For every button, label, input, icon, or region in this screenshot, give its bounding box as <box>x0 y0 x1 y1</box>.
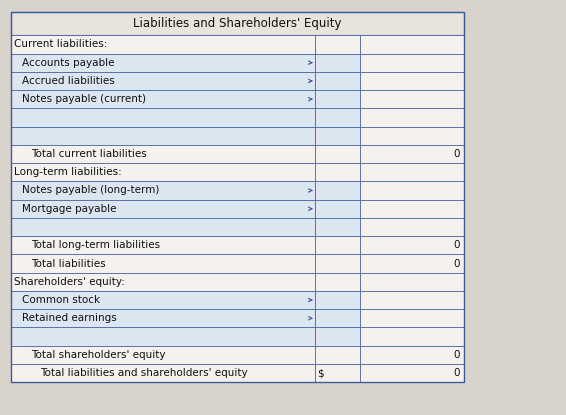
Text: Notes payable (long-term): Notes payable (long-term) <box>22 186 159 195</box>
Bar <box>315 35 360 54</box>
Bar <box>11 12 464 382</box>
Bar <box>11 236 315 254</box>
Bar <box>315 236 360 254</box>
Bar <box>11 200 315 218</box>
Bar <box>11 346 315 364</box>
Text: Total shareholders' equity: Total shareholders' equity <box>31 350 166 360</box>
Text: 0: 0 <box>453 149 460 159</box>
Bar <box>315 90 360 108</box>
Bar <box>315 273 360 291</box>
Bar <box>11 218 315 236</box>
Text: Retained earnings: Retained earnings <box>22 313 116 323</box>
Bar <box>360 181 464 200</box>
Bar <box>360 127 464 145</box>
Text: Notes payable (current): Notes payable (current) <box>22 94 145 104</box>
Bar <box>315 200 360 218</box>
Bar <box>315 127 360 145</box>
Bar <box>360 254 464 273</box>
Bar <box>315 364 360 382</box>
Bar <box>11 35 315 54</box>
Bar <box>360 309 464 327</box>
Bar <box>360 90 464 108</box>
Bar <box>360 346 464 364</box>
Bar <box>360 273 464 291</box>
Bar <box>360 145 464 163</box>
Bar <box>11 163 315 181</box>
Bar <box>360 35 464 54</box>
Bar <box>360 72 464 90</box>
Bar <box>11 273 315 291</box>
Bar <box>315 218 360 236</box>
Bar <box>315 291 360 309</box>
Bar <box>315 327 360 346</box>
Text: Liabilities and Shareholders' Equity: Liabilities and Shareholders' Equity <box>134 17 342 30</box>
Bar <box>11 291 315 309</box>
Bar <box>11 127 315 145</box>
Text: Common stock: Common stock <box>22 295 100 305</box>
Bar <box>11 327 315 346</box>
Bar <box>360 236 464 254</box>
Text: Total long-term liabilities: Total long-term liabilities <box>31 240 160 250</box>
Text: $: $ <box>318 368 324 378</box>
Bar <box>315 72 360 90</box>
Bar <box>315 254 360 273</box>
Bar <box>11 54 315 72</box>
Bar <box>360 163 464 181</box>
Bar <box>11 108 315 127</box>
Bar <box>11 145 315 163</box>
Bar <box>11 181 315 200</box>
Bar <box>315 309 360 327</box>
Bar <box>315 54 360 72</box>
Bar <box>360 291 464 309</box>
Bar <box>11 12 464 35</box>
Bar <box>360 218 464 236</box>
Text: 0: 0 <box>453 368 460 378</box>
Text: 0: 0 <box>453 240 460 250</box>
Text: Total current liabilities: Total current liabilities <box>31 149 147 159</box>
Text: Total liabilities: Total liabilities <box>31 259 106 269</box>
Bar <box>315 163 360 181</box>
Bar <box>360 364 464 382</box>
Bar <box>360 200 464 218</box>
Bar <box>360 54 464 72</box>
Text: Total liabilities and shareholders' equity: Total liabilities and shareholders' equi… <box>40 368 247 378</box>
Text: Mortgage payable: Mortgage payable <box>22 204 116 214</box>
Bar <box>315 145 360 163</box>
Bar <box>11 364 315 382</box>
Text: Long-term liabilities:: Long-term liabilities: <box>14 167 122 177</box>
Text: 0: 0 <box>453 259 460 269</box>
Text: Accrued liabilities: Accrued liabilities <box>22 76 114 86</box>
Bar <box>11 72 315 90</box>
Bar <box>360 327 464 346</box>
Bar <box>360 108 464 127</box>
Text: Current liabilities:: Current liabilities: <box>14 39 108 49</box>
Bar <box>11 309 315 327</box>
Bar <box>11 254 315 273</box>
Bar <box>315 346 360 364</box>
Text: Accounts payable: Accounts payable <box>22 58 114 68</box>
Text: Shareholders' equity:: Shareholders' equity: <box>14 277 125 287</box>
Text: 0: 0 <box>453 350 460 360</box>
Bar <box>11 90 315 108</box>
Bar <box>315 181 360 200</box>
Bar <box>315 108 360 127</box>
